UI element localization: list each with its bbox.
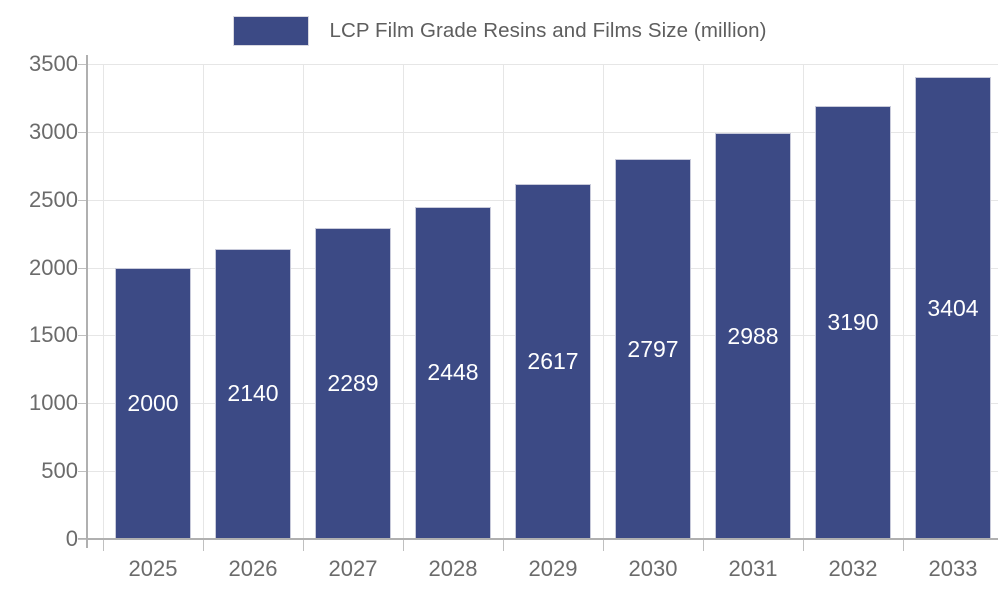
- y-tick-label: 3000: [29, 118, 78, 144]
- bar-value-label: 2289: [327, 370, 379, 397]
- gridline-vertical: [503, 64, 504, 539]
- bar[interactable]: 2000: [115, 267, 191, 539]
- bar-value-label: 2000: [127, 389, 179, 416]
- x-tick-mark: [503, 540, 504, 551]
- gridline-vertical: [103, 64, 104, 539]
- x-axis-line: [78, 538, 998, 540]
- x-tick-label: 2028: [428, 556, 478, 581]
- bar[interactable]: 2140: [215, 248, 291, 539]
- y-tick-label: 0: [65, 526, 78, 551]
- gridline-vertical: [603, 64, 604, 539]
- bar[interactable]: 2617: [515, 183, 591, 539]
- x-tick-label: 2027: [328, 556, 378, 581]
- bar[interactable]: 2988: [715, 133, 791, 539]
- bar-value-label: 2140: [227, 380, 279, 407]
- y-tick-mark: [78, 131, 86, 133]
- x-tick-mark: [103, 540, 104, 551]
- y-axis-ticks: 0 500 1000 1500 2000 2500 3000 3500: [0, 0, 86, 600]
- x-tick-label: 2030: [628, 556, 678, 581]
- x-tick-mark: [703, 540, 704, 551]
- y-axis-line: [86, 55, 88, 548]
- gridline-horizontal: [87, 64, 998, 65]
- y-tick-label: 500: [41, 458, 78, 484]
- bar[interactable]: 2797: [615, 159, 691, 539]
- gridline-horizontal: [87, 131, 998, 133]
- bar[interactable]: 3190: [815, 106, 891, 539]
- gridline-vertical: [703, 64, 704, 539]
- y-tick-mark: [78, 64, 86, 65]
- y-tick-label: 2000: [29, 254, 78, 280]
- gridline-vertical: [403, 64, 404, 539]
- legend-color-swatch: [233, 16, 310, 46]
- y-tick-label: 2500: [29, 186, 78, 212]
- bar-value-label: 3190: [827, 309, 879, 336]
- bar-value-label: 2988: [727, 322, 779, 349]
- y-tick-mark: [78, 267, 86, 269]
- x-tick-mark: [603, 540, 604, 551]
- x-tick-mark: [203, 540, 204, 551]
- gridline-vertical: [203, 64, 204, 539]
- legend-label: LCP Film Grade Resins and Films Size (mi…: [329, 19, 767, 42]
- bar-value-label: 2617: [527, 347, 579, 374]
- x-tick-label: 2025: [128, 556, 178, 581]
- bar-value-label: 2448: [427, 359, 479, 386]
- bar-value-label: 2797: [627, 335, 679, 362]
- y-tick-mark: [78, 403, 86, 405]
- chart-legend: LCP Film Grade Resins and Films Size (mi…: [0, 12, 1000, 50]
- x-tick-label: 2031: [728, 556, 778, 581]
- gridline-vertical: [903, 64, 904, 539]
- y-tick-mark: [78, 199, 86, 201]
- x-tick-mark: [903, 540, 904, 551]
- gridline-vertical: [803, 64, 804, 539]
- plot-area: 2000 2140 2289 2448 2617 2797 2988 3190 3404: [87, 64, 998, 540]
- bar-value-label: 3404: [927, 294, 979, 321]
- x-tick-label: 2026: [228, 556, 278, 581]
- y-tick-mark: [78, 471, 86, 473]
- bar[interactable]: 2289: [315, 228, 391, 539]
- bar[interactable]: 2448: [415, 206, 491, 539]
- y-tick-mark: [78, 539, 86, 540]
- y-tick-mark: [78, 335, 86, 337]
- x-tick-mark: [303, 540, 304, 551]
- x-tick-label: 2033: [928, 556, 978, 581]
- x-tick-label: 2029: [528, 556, 578, 581]
- x-tick-mark: [403, 540, 404, 551]
- y-tick-label: 1000: [29, 390, 78, 416]
- bar[interactable]: 3404: [915, 77, 991, 539]
- x-tick-mark: [803, 540, 804, 551]
- gridline-vertical: [303, 64, 304, 539]
- x-tick-label: 2032: [828, 556, 878, 581]
- y-tick-label: 1500: [29, 322, 78, 348]
- y-tick-label: 3500: [29, 51, 78, 76]
